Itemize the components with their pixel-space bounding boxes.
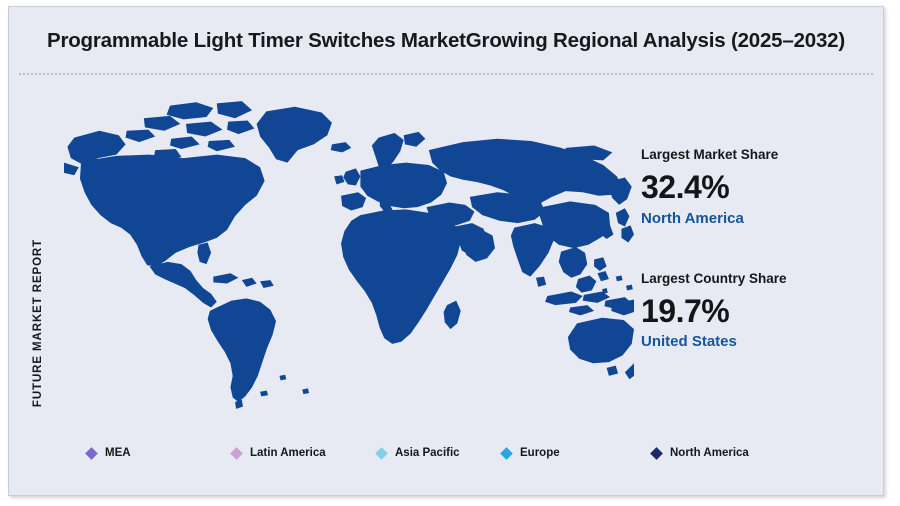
diamond-marker-icon — [500, 446, 513, 460]
stat-label: Largest Country Share — [641, 270, 787, 286]
stat-value: 32.4% — [641, 169, 730, 205]
title-divider — [19, 73, 873, 75]
legend-label: Europe — [520, 447, 560, 459]
diamond-marker-icon — [85, 446, 98, 460]
legend-item-europe: Europe — [500, 446, 652, 460]
legend-item-latin-america: Latin America — [230, 446, 377, 460]
brand-watermark: FUTURE MARKET REPORT — [32, 238, 44, 408]
legend-label: Latin America — [250, 447, 326, 459]
legend-item-asia-pacific: Asia Pacific — [375, 446, 502, 460]
legend-item-north-america: North America — [650, 446, 749, 460]
stats-panel: Largest Market Share 32.4% North America… — [641, 147, 881, 394]
diamond-marker-icon — [650, 446, 663, 460]
title-bar: Programmable Light Timer Switches Market… — [9, 7, 883, 75]
stat-value: 19.7% — [641, 292, 730, 329]
diamond-marker-icon — [230, 446, 243, 460]
stat-largest-market-share: Largest Market Share 32.4% North America — [641, 147, 881, 227]
stat-largest-country-share: Largest Country Share 19.7% United State… — [641, 271, 881, 351]
world-map-icon — [64, 101, 634, 409]
diamond-marker-icon — [375, 446, 388, 460]
stat-label: Largest Market Share — [641, 147, 779, 162]
infographic-card: Programmable Light Timer Switches Market… — [8, 6, 884, 496]
world-map — [64, 95, 634, 415]
legend-label: Asia Pacific — [395, 447, 460, 459]
legend-item-mea: MEA — [85, 446, 232, 460]
legend-label: MEA — [105, 447, 131, 459]
legend-label: North America — [670, 447, 749, 459]
legend: MEA Latin America Asia Pacific Europe No… — [85, 446, 807, 460]
stat-region: United States — [641, 333, 737, 351]
page-title: Programmable Light Timer Switches Market… — [46, 29, 846, 52]
stat-region: North America — [641, 209, 744, 227]
